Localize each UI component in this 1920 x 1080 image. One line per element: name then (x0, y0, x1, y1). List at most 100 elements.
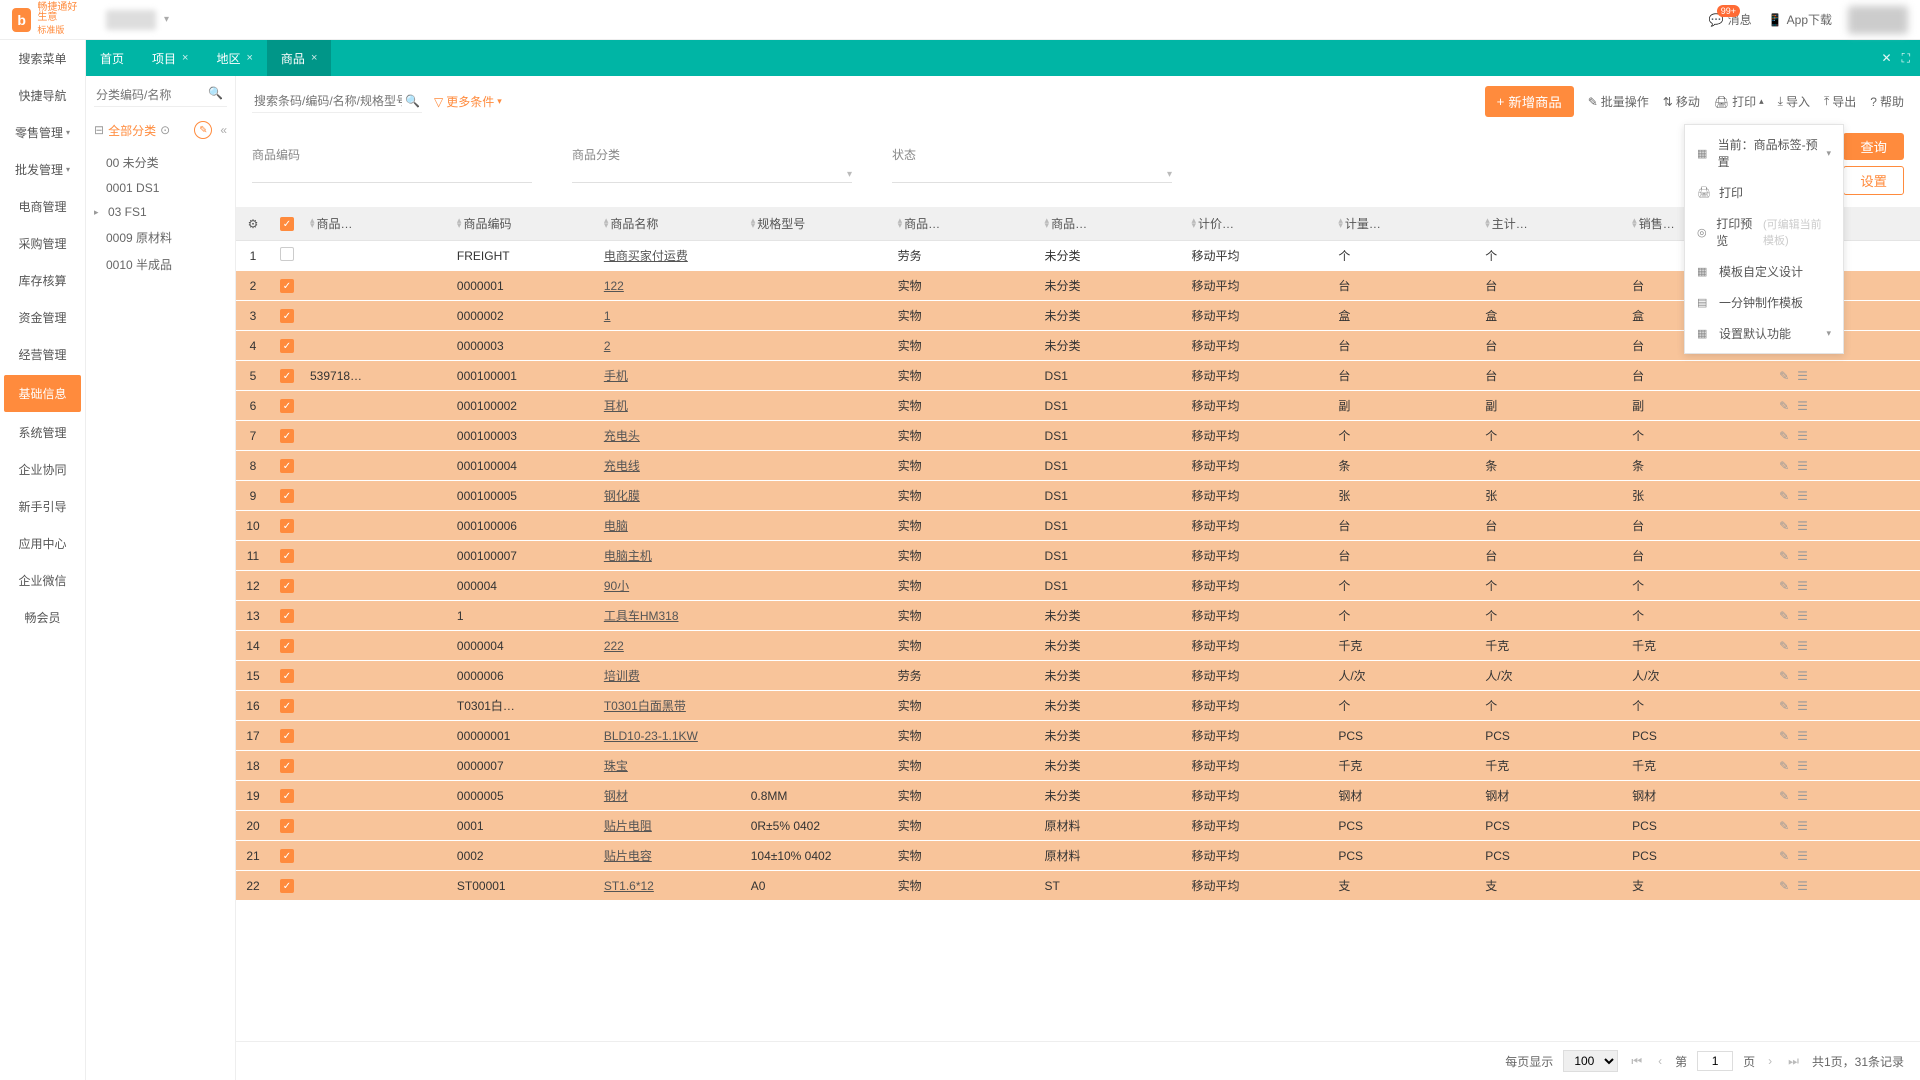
help-link[interactable]: ?帮助 (1870, 93, 1904, 110)
column-header[interactable]: ▴▾商品名称 (598, 207, 745, 241)
row-checkbox[interactable]: ✓ (280, 819, 294, 833)
cell-name[interactable]: 222 (598, 631, 745, 661)
row-checkbox[interactable]: ✓ (280, 639, 294, 653)
cell-name[interactable]: ST1.6*12 (598, 871, 745, 901)
row-checkbox[interactable]: ✓ (280, 759, 294, 773)
table-row[interactable]: 6✓000100002耳机实物DS1移动平均副副副✎☰ (236, 391, 1920, 421)
column-header[interactable]: ▴▾计量… (1332, 207, 1479, 241)
category-all-label[interactable]: 全部分类 (108, 122, 156, 139)
cell-name[interactable]: 手机 (598, 361, 745, 391)
cell-name[interactable]: 充电头 (598, 421, 745, 451)
sort-icon[interactable]: ▴▾ (898, 218, 903, 229)
tab[interactable]: 项目× (138, 40, 202, 76)
sidebar-item[interactable]: 零售管理▾ (0, 114, 85, 151)
add-product-button[interactable]: + 新增商品 (1485, 86, 1574, 117)
table-row[interactable]: 5✓539718…000100001手机实物DS1移动平均台台台✎☰ (236, 361, 1920, 391)
row-checkbox[interactable]: ✓ (280, 369, 294, 383)
sidebar-item[interactable]: 快捷导航 (0, 77, 85, 114)
more-row-icon[interactable]: ☰ (1797, 669, 1808, 683)
template-custom[interactable]: ▦模板自定义设计 (1685, 256, 1843, 287)
table-row[interactable]: 17✓00000001BLD10-23-1.1KW实物未分类移动平均PCSPCS… (236, 721, 1920, 751)
category-search-input[interactable] (94, 84, 227, 107)
row-checkbox[interactable]: ✓ (280, 279, 294, 293)
column-header[interactable]: ▴▾商品… (892, 207, 1039, 241)
column-header[interactable]: ⚙ (236, 207, 270, 241)
export-link[interactable]: ⤒导出 (1824, 93, 1856, 110)
search-icon[interactable]: 🔍 (405, 94, 420, 108)
category-item[interactable]: 03 FS1 (86, 200, 235, 224)
gear-icon[interactable]: ⚙ (248, 217, 259, 231)
row-checkbox[interactable]: ✓ (280, 459, 294, 473)
row-checkbox[interactable] (280, 247, 294, 261)
row-checkbox[interactable]: ✓ (280, 399, 294, 413)
tab-close-icon[interactable]: × (246, 52, 252, 64)
cell-name[interactable]: 珠宝 (598, 751, 745, 781)
per-page-select[interactable]: 100 (1563, 1050, 1618, 1072)
table-row[interactable]: 13✓1工具车HM318实物未分类移动平均个个个✎☰ (236, 601, 1920, 631)
move-link[interactable]: ⇅移动 (1663, 93, 1700, 110)
filter-select[interactable]: ▾ (572, 165, 852, 183)
table-row[interactable]: 14✓0000004222实物未分类移动平均千克千克千克✎☰ (236, 631, 1920, 661)
more-row-icon[interactable]: ☰ (1797, 459, 1808, 473)
edit-row-icon[interactable]: ✎ (1779, 459, 1789, 473)
cell-name[interactable]: 贴片电容 (598, 841, 745, 871)
more-row-icon[interactable]: ☰ (1797, 759, 1808, 773)
category-item[interactable]: 0009 原材料 (86, 224, 235, 251)
more-row-icon[interactable]: ☰ (1797, 849, 1808, 863)
more-row-icon[interactable]: ☰ (1797, 399, 1808, 413)
cell-name[interactable]: 电脑主机 (598, 541, 745, 571)
more-row-icon[interactable]: ☰ (1797, 729, 1808, 743)
sidebar-item[interactable]: 采购管理 (0, 225, 85, 262)
sidebar-item[interactable]: 基础信息 (4, 375, 81, 412)
messages-link[interactable]: 💬 消息 99+ (1709, 11, 1752, 28)
sidebar-item[interactable]: 资金管理 (0, 299, 85, 336)
more-row-icon[interactable]: ☰ (1797, 549, 1808, 563)
edit-row-icon[interactable]: ✎ (1779, 759, 1789, 773)
filter-input[interactable] (252, 165, 532, 183)
column-header[interactable]: ▴▾商品编码 (451, 207, 598, 241)
sidebar-item[interactable]: 新手引导 (0, 488, 85, 525)
cell-name[interactable]: 培训费 (598, 661, 745, 691)
table-row[interactable]: 12✓00000490小实物DS1移动平均个个个✎☰ (236, 571, 1920, 601)
cell-name[interactable]: 90小 (598, 571, 745, 601)
tab-close-icon[interactable]: × (311, 52, 317, 64)
edit-row-icon[interactable]: ✎ (1779, 639, 1789, 653)
cell-name[interactable]: 钢化膜 (598, 481, 745, 511)
cell-name[interactable]: 2 (598, 331, 745, 361)
table-row[interactable]: 10✓000100006电脑实物DS1移动平均台台台✎☰ (236, 511, 1920, 541)
cell-name[interactable]: 1 (598, 301, 745, 331)
print-now[interactable]: 🖨打印 (1685, 177, 1843, 208)
column-header[interactable]: ▴▾规格型号 (745, 207, 892, 241)
settings-button[interactable]: 设置 (1843, 166, 1904, 195)
cell-name[interactable]: 电脑 (598, 511, 745, 541)
user-avatar[interactable] (1848, 6, 1908, 34)
tab[interactable]: 首页 (86, 40, 138, 76)
org-selector[interactable]: ▾ (106, 10, 169, 30)
sort-icon[interactable]: ▴▾ (1632, 218, 1637, 229)
sidebar-item[interactable]: 经营管理 (0, 336, 85, 373)
row-checkbox[interactable]: ✓ (280, 309, 294, 323)
edit-row-icon[interactable]: ✎ (1779, 819, 1789, 833)
table-row[interactable]: 9✓000100005钢化膜实物DS1移动平均张张张✎☰ (236, 481, 1920, 511)
sidebar-item[interactable]: 库存核算 (0, 262, 85, 299)
print-default-setting[interactable]: ▦设置默认功能▾ (1685, 318, 1843, 349)
template-quick[interactable]: ▤一分钟制作模板 (1685, 287, 1843, 318)
page-first-button[interactable]: ⏮ (1628, 1054, 1645, 1069)
more-row-icon[interactable]: ☰ (1797, 879, 1808, 893)
cell-name[interactable]: T0301白面黑带 (598, 691, 745, 721)
table-row[interactable]: 2✓0000001122实物未分类移动平均台台台✎☰ (236, 271, 1920, 301)
edit-row-icon[interactable]: ✎ (1779, 729, 1789, 743)
page-input[interactable] (1697, 1051, 1733, 1071)
page-last-button[interactable]: ⏭ (1785, 1054, 1802, 1069)
more-row-icon[interactable]: ☰ (1797, 699, 1808, 713)
table-row[interactable]: 20✓0001贴片电阻0R±5% 0402实物原材料移动平均PCSPCSPCS✎… (236, 811, 1920, 841)
edit-row-icon[interactable]: ✎ (1779, 549, 1789, 563)
edit-row-icon[interactable]: ✎ (1779, 669, 1789, 683)
more-row-icon[interactable]: ☰ (1797, 489, 1808, 503)
edit-row-icon[interactable]: ✎ (1779, 369, 1789, 383)
row-checkbox[interactable]: ✓ (280, 609, 294, 623)
filter-select[interactable]: ▾ (892, 165, 1172, 183)
tab[interactable]: 地区× (202, 40, 266, 76)
cell-name[interactable]: 工具车HM318 (598, 601, 745, 631)
table-row[interactable]: 19✓0000005钢材0.8MM实物未分类移动平均钢材钢材钢材✎☰ (236, 781, 1920, 811)
